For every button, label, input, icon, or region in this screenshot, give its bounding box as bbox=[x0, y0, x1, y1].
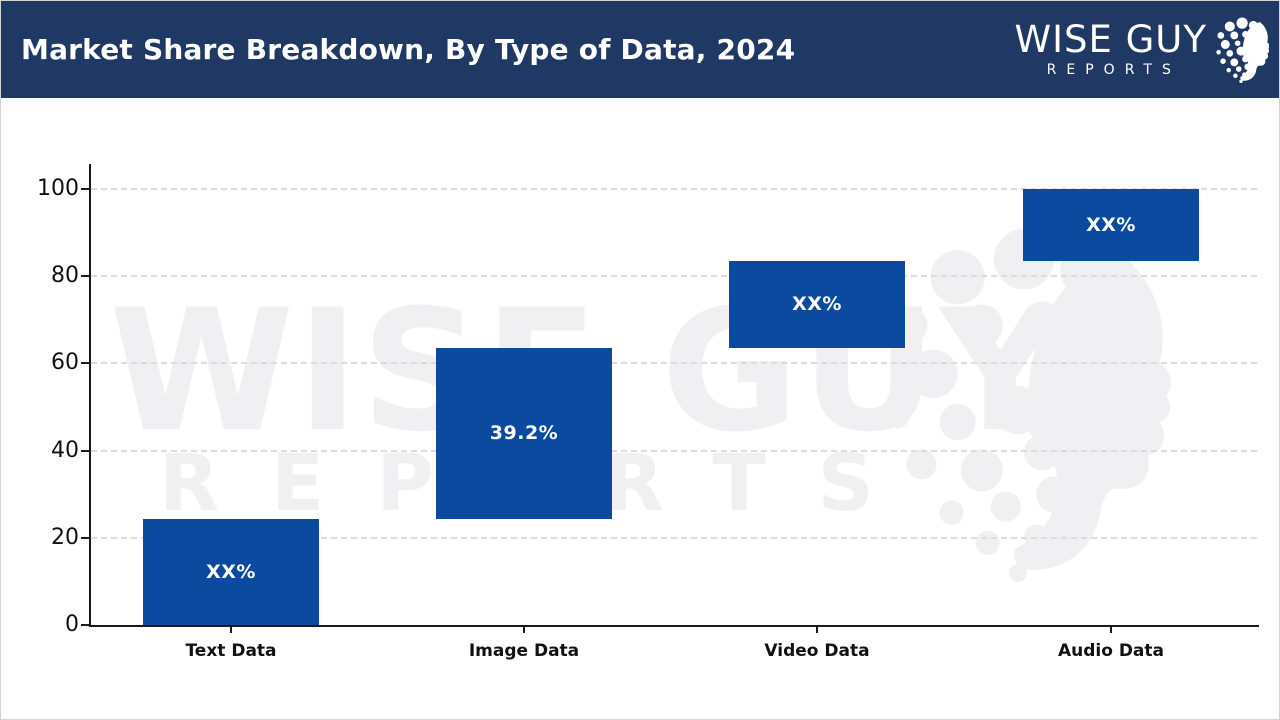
header: Market Share Breakdown, By Type of Data,… bbox=[1, 1, 1279, 98]
bar-value-label: 39.2% bbox=[489, 422, 559, 445]
logo-subtitle: REPORTS bbox=[1046, 61, 1181, 78]
x-tick bbox=[523, 627, 525, 633]
x-category-label: Audio Data bbox=[1057, 641, 1165, 661]
y-tick bbox=[81, 624, 89, 626]
y-tick bbox=[81, 536, 89, 539]
y-tick bbox=[81, 362, 89, 365]
y-tick-label: 100 bbox=[37, 176, 79, 201]
bar-value-label: XX% bbox=[1086, 213, 1136, 236]
bar-value-label: XX% bbox=[206, 560, 256, 583]
y-tick-label: 0 bbox=[65, 612, 79, 637]
logo-dot-head-icon bbox=[1216, 17, 1269, 83]
x-axis-spine bbox=[89, 625, 1259, 627]
bar-segment: XX% bbox=[1023, 189, 1199, 261]
logo-name: WISE GUY bbox=[1014, 18, 1207, 62]
chart-title: Market Share Breakdown, By Type of Data,… bbox=[21, 33, 796, 66]
gridline bbox=[91, 536, 1257, 539]
y-tick bbox=[81, 449, 89, 452]
y-tick-label: 80 bbox=[51, 263, 79, 289]
y-tick bbox=[81, 275, 89, 278]
x-tick bbox=[230, 627, 232, 633]
x-tick bbox=[1110, 627, 1112, 633]
y-tick bbox=[81, 188, 89, 190]
x-category-label: Text Data bbox=[185, 641, 277, 661]
logo-text: WISE GUY REPORTS bbox=[1014, 18, 1207, 78]
gridline bbox=[91, 188, 1257, 190]
y-tick-label: 60 bbox=[51, 350, 79, 376]
watermark-dot-head-icon bbox=[885, 229, 1172, 582]
y-tick-label: 20 bbox=[51, 524, 79, 550]
bar-value-label: XX% bbox=[792, 293, 842, 316]
wiseguy-logo: WISE GUY REPORTS bbox=[1015, 1, 1269, 98]
y-tick-label: 40 bbox=[51, 437, 79, 463]
x-tick bbox=[816, 627, 818, 633]
y-axis-spine bbox=[89, 164, 91, 627]
bar-segment: 39.2% bbox=[436, 347, 612, 519]
bar-segment: XX% bbox=[729, 260, 905, 348]
x-category-label: Video Data bbox=[764, 641, 870, 661]
bar-segment: XX% bbox=[143, 518, 319, 625]
gridline bbox=[91, 275, 1257, 278]
gridline bbox=[91, 449, 1257, 452]
gridline bbox=[91, 362, 1257, 365]
x-category-label: Image Data bbox=[468, 641, 580, 661]
